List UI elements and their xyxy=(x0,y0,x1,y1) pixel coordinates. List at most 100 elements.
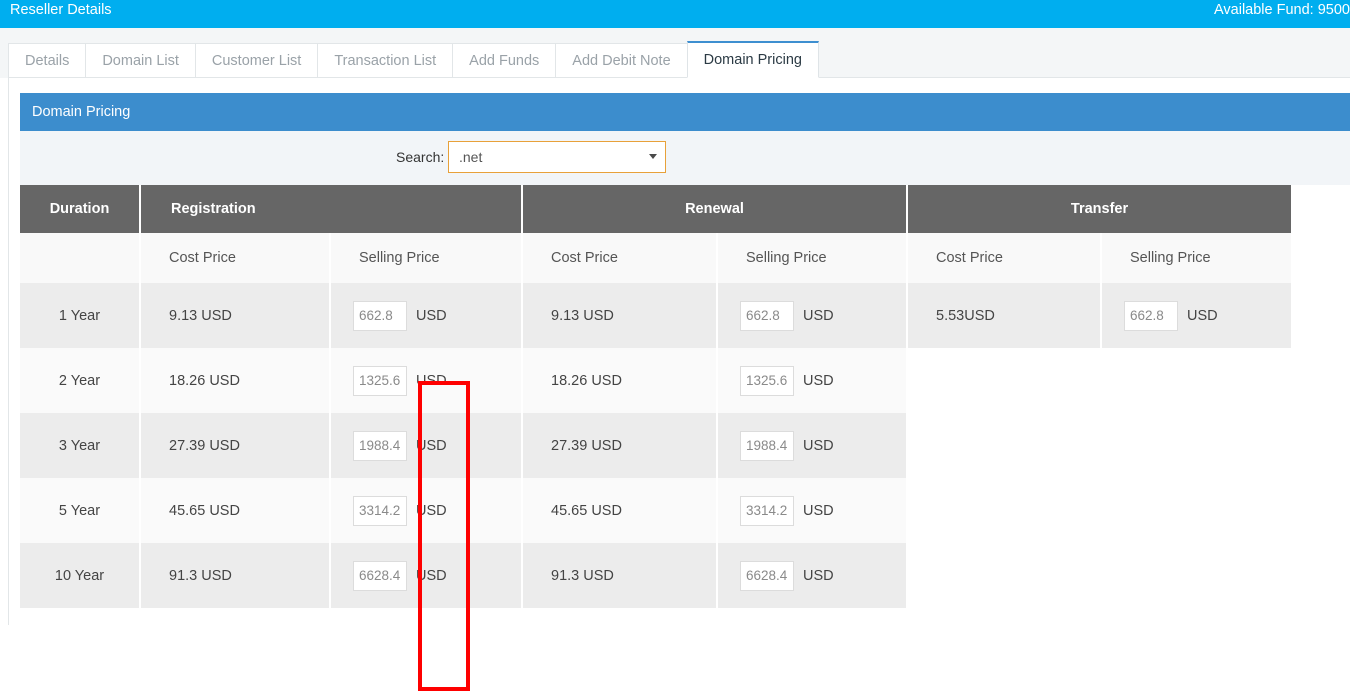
ren-cost-cell: 91.3 USD xyxy=(522,543,718,608)
trf-cost-cell-empty xyxy=(907,348,1102,413)
tab-list: Details Domain List Customer List Transacti… xyxy=(8,41,819,78)
ren-cost-cell: 9.13 USD xyxy=(522,283,718,348)
ren-selling-price-input[interactable] xyxy=(740,560,794,591)
search-selected-value: .net xyxy=(459,149,483,165)
top-bar: Reseller Details Available Fund: 9500 xyxy=(0,0,1350,28)
ren-selling-price-unit: USD xyxy=(803,567,834,584)
trf-selling-price-cell-empty xyxy=(1101,478,1292,543)
duration-cell: 5 Year xyxy=(20,478,141,543)
reg-selling-price-cell: USD xyxy=(330,478,523,543)
tab-transaction-list[interactable]: Transaction List xyxy=(317,43,453,78)
ren-selling-price-cell: USD xyxy=(717,543,908,608)
ren-selling-price-input[interactable] xyxy=(740,300,794,331)
pricing-table: Duration Registration Renewal Transfer C… xyxy=(20,185,1292,608)
reg-selling-price-wrap: USD xyxy=(331,365,521,396)
trf-cost-cell: 5.53USD xyxy=(907,283,1102,348)
reg-cost-cell: 45.65 USD xyxy=(140,478,331,543)
table-group-header-row: Duration Registration Renewal Transfer xyxy=(20,185,1292,233)
ren-selling-price-cell: USD xyxy=(717,283,908,348)
sub-col-blank xyxy=(20,233,141,283)
sub-col-ren-sell: Selling Price xyxy=(717,233,908,283)
trf-selling-price-cell-empty xyxy=(1101,543,1292,608)
ren-selling-price-wrap: USD xyxy=(718,560,906,591)
ren-selling-price-cell: USD xyxy=(717,413,908,478)
reg-selling-price-unit: USD xyxy=(416,437,447,454)
page-title: Reseller Details xyxy=(10,2,112,18)
tab-add-debit-note[interactable]: Add Debit Note xyxy=(555,43,687,78)
reg-selling-price-input[interactable] xyxy=(353,495,407,526)
reg-selling-price-cell: USD xyxy=(330,348,523,413)
duration-cell: 10 Year xyxy=(20,543,141,608)
search-input[interactable]: .net xyxy=(448,141,666,173)
reg-selling-price-input[interactable] xyxy=(353,300,407,331)
reg-selling-price-unit: USD xyxy=(416,567,447,584)
ren-selling-price-wrap: USD xyxy=(718,365,906,396)
reg-selling-price-unit: USD xyxy=(416,307,447,324)
tab-strip-underline xyxy=(8,77,1350,78)
col-group-registration: Registration xyxy=(140,185,523,233)
reg-cost-cell: 27.39 USD xyxy=(140,413,331,478)
tab-details[interactable]: Details xyxy=(8,43,86,78)
duration-cell: 1 Year xyxy=(20,283,141,348)
available-fund-label: Available Fund: 9500 xyxy=(1214,2,1350,18)
reg-cost-cell: 91.3 USD xyxy=(140,543,331,608)
sub-col-reg-cost: Cost Price xyxy=(140,233,331,283)
tab-domain-pricing[interactable]: Domain Pricing xyxy=(686,41,819,78)
reg-cost-cell: 18.26 USD xyxy=(140,348,331,413)
sub-col-trf-sell: Selling Price xyxy=(1101,233,1292,283)
panel-header: Domain Pricing xyxy=(20,93,1350,131)
duration-cell: 2 Year xyxy=(20,348,141,413)
tab-customer-list[interactable]: Customer List xyxy=(194,43,318,78)
trf-cost-cell-empty xyxy=(907,543,1102,608)
ren-cost-cell: 18.26 USD xyxy=(522,348,718,413)
reg-selling-price-wrap: USD xyxy=(331,560,521,591)
col-group-renewal: Renewal xyxy=(522,185,908,233)
ren-selling-price-input[interactable] xyxy=(740,495,794,526)
reg-selling-price-cell: USD xyxy=(330,543,523,608)
tab-domain-list[interactable]: Domain List xyxy=(85,43,195,78)
tab-add-funds[interactable]: Add Funds xyxy=(452,43,556,78)
ren-selling-price-wrap: USD xyxy=(718,495,906,526)
ren-selling-price-cell: USD xyxy=(717,478,908,543)
reg-selling-price-wrap: USD xyxy=(331,495,521,526)
reg-selling-price-unit: USD xyxy=(416,372,447,389)
sub-col-reg-sell: Selling Price xyxy=(330,233,523,283)
ren-selling-price-wrap: USD xyxy=(718,300,906,331)
ren-selling-price-input[interactable] xyxy=(740,365,794,396)
reg-selling-price-input[interactable] xyxy=(353,430,407,461)
ren-selling-price-wrap: USD xyxy=(718,430,906,461)
ren-selling-price-unit: USD xyxy=(803,372,834,389)
sub-col-ren-cost: Cost Price xyxy=(522,233,718,283)
ren-cost-cell: 45.65 USD xyxy=(522,478,718,543)
col-group-duration: Duration xyxy=(20,185,141,233)
reg-selling-price-cell: USD xyxy=(330,413,523,478)
ren-selling-price-cell: USD xyxy=(717,348,908,413)
col-group-transfer: Transfer xyxy=(907,185,1292,233)
ren-selling-price-input[interactable] xyxy=(740,430,794,461)
panel-header-title: Domain Pricing xyxy=(32,104,131,120)
chevron-down-icon xyxy=(649,154,657,159)
reg-selling-price-input[interactable] xyxy=(353,365,407,396)
search-row: Search: .net xyxy=(20,131,1350,185)
ren-selling-price-unit: USD xyxy=(803,307,834,324)
trf-selling-price-wrap: USD xyxy=(1102,300,1291,331)
trf-selling-price-cell-empty xyxy=(1101,413,1292,478)
reg-selling-price-wrap: USD xyxy=(331,430,521,461)
trf-selling-price-cell-empty xyxy=(1101,348,1292,413)
table-sub-header-row: Cost Price Selling Price Cost Price Sell… xyxy=(20,233,1292,283)
ren-selling-price-unit: USD xyxy=(803,502,834,519)
reg-selling-price-input[interactable] xyxy=(353,560,407,591)
tab-strip: Details Domain List Customer List Transacti… xyxy=(0,28,1350,78)
trf-selling-price-input[interactable] xyxy=(1124,300,1178,331)
content-container: Domain Pricing Search: .net Duration xyxy=(8,78,1350,691)
trf-selling-price-cell: USD xyxy=(1101,283,1292,348)
trf-cost-cell-empty xyxy=(907,413,1102,478)
ren-cost-cell: 27.39 USD xyxy=(522,413,718,478)
reg-selling-price-unit: USD xyxy=(416,502,447,519)
trf-cost-cell-empty xyxy=(907,478,1102,543)
